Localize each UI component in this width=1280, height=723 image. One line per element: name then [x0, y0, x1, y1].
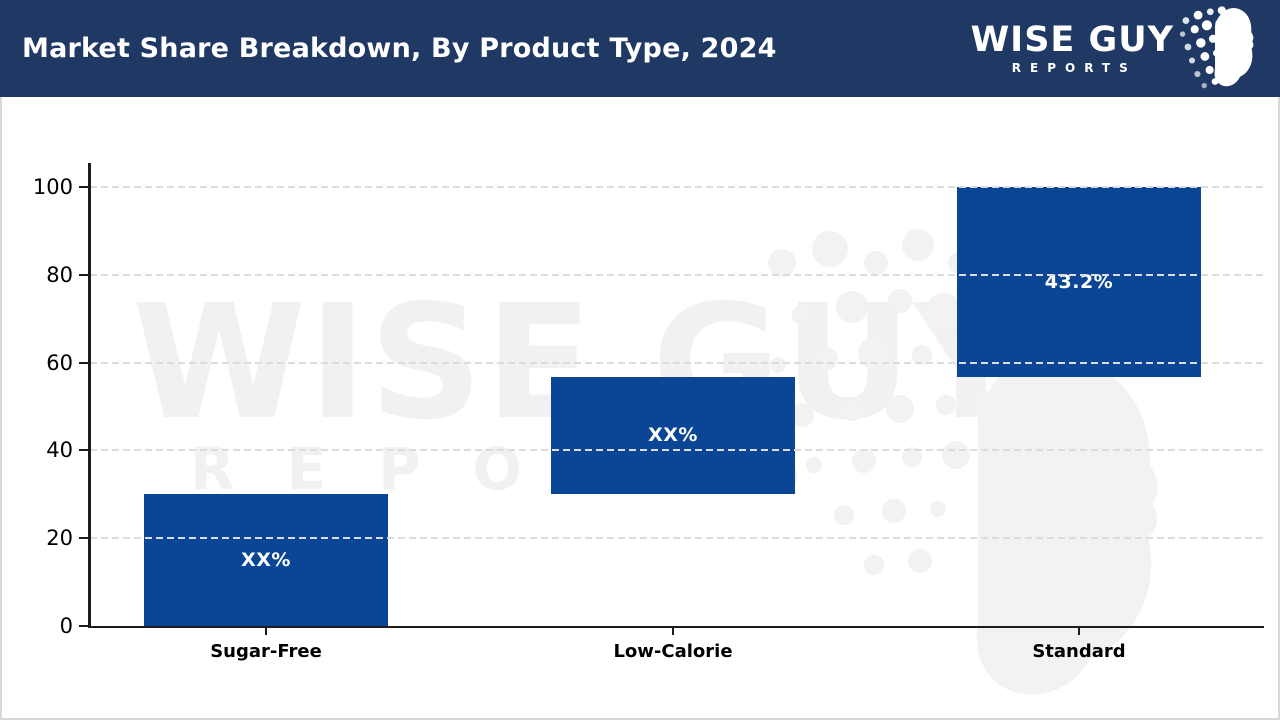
- gridline-y-40: [90, 449, 1264, 452]
- bar-sugar-free: XX%: [144, 494, 388, 626]
- bar-label-standard: 43.2%: [1044, 270, 1114, 293]
- y-tick-label-20: 20: [46, 526, 73, 551]
- y-tick-100: [79, 186, 88, 188]
- x-tick-label-sugar-free: Sugar-Free: [210, 641, 322, 662]
- wiseguy-logo: WISE GUY REPORTS: [971, 5, 1256, 93]
- bar-low-calorie: XX%: [551, 376, 795, 495]
- gridline-y-80: [90, 273, 1264, 276]
- x-tick-low-calorie: [672, 626, 674, 635]
- header-banner: Market Share Breakdown, By Product Type,…: [0, 0, 1280, 97]
- plot-area: WISE GUY REPORTS 020406080100XX%Sugar-Fr…: [33, 163, 1264, 695]
- y-tick-label-40: 40: [46, 438, 73, 463]
- wiseguy-logo-text: WISE GUY REPORTS: [970, 19, 1174, 75]
- gridline-y-100: [90, 186, 1264, 188]
- gridline-y-60: [90, 361, 1264, 364]
- y-tick-0: [79, 625, 88, 627]
- bar-label-sugar-free: XX%: [241, 549, 291, 572]
- wiseguy-logo-subtitle: REPORTS: [1011, 60, 1137, 75]
- y-tick-label-0: 0: [59, 614, 73, 638]
- x-axis-line: [88, 625, 1264, 628]
- y-tick-label-60: 60: [46, 350, 73, 375]
- y-tick-40: [79, 449, 88, 452]
- chart-title: Market Share Breakdown, By Product Type,…: [22, 33, 777, 64]
- wiseguy-logo-name: WISE GUY: [970, 19, 1174, 60]
- wiseguy-face-logo-icon: [1179, 5, 1254, 88]
- y-axis-line: [88, 163, 91, 626]
- x-tick-standard: [1078, 626, 1080, 635]
- x-tick-label-standard: Standard: [1032, 641, 1126, 662]
- y-tick-label-100: 100: [32, 175, 73, 199]
- bar-standard: 43.2%: [957, 187, 1201, 377]
- y-tick-20: [79, 537, 88, 540]
- x-tick-sugar-free: [265, 626, 267, 635]
- bar-label-low-calorie: XX%: [648, 424, 698, 447]
- y-tick-60: [79, 361, 88, 364]
- y-tick-label-80: 80: [46, 262, 73, 287]
- gridline-y-20: [90, 537, 1264, 540]
- x-tick-label-low-calorie: Low-Calorie: [613, 641, 733, 662]
- y-tick-80: [79, 273, 88, 276]
